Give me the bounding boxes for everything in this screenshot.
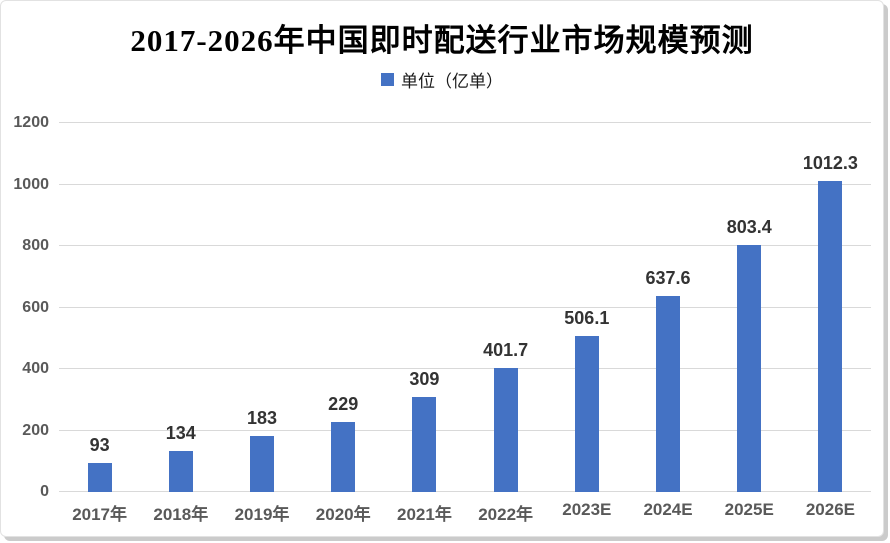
bar (331, 421, 356, 492)
value-label: 93 (89, 435, 110, 456)
bar-slot: 1012.3 (790, 123, 871, 492)
y-tick-label: 800 (22, 237, 49, 254)
bar (656, 295, 681, 492)
gridline (59, 429, 871, 431)
x-tick-label: 2023E (562, 500, 612, 519)
value-label: 134 (165, 422, 196, 443)
chart-legend: 单位（亿单） (1, 67, 883, 92)
bar (818, 180, 843, 492)
value-label: 183 (246, 407, 278, 428)
bar (168, 450, 193, 492)
bar (574, 336, 599, 492)
x-tick-label: 2021年 (397, 505, 452, 524)
x-axis: 2017年 2018年 2019年 2020年 2021年 2022年 2023E 2024E… (59, 500, 871, 525)
bars-row: 93 134 183 229 309 401.7 506.1 637.6 803.4 1012.3 (59, 123, 871, 492)
legend-label: 单位（亿单） (401, 72, 503, 91)
legend-swatch-icon (381, 73, 394, 86)
value-label: 637.6 (645, 267, 691, 288)
gridline (59, 245, 871, 246)
value-label: 401.7 (483, 340, 529, 361)
x-tick-label: 2020年 (315, 505, 371, 524)
x-tick-label: 2022年 (478, 505, 534, 524)
x-tick-label: 2019年 (234, 505, 290, 524)
bar-slot: 93 (59, 123, 140, 492)
y-tick-label: 400 (22, 360, 49, 377)
y-tick-label: 600 (22, 298, 49, 316)
value-label: 1012.3 (802, 152, 858, 173)
y-tick-label: 1200 (13, 114, 49, 131)
bar-slot: 401.7 (465, 123, 546, 492)
value-label: 506.1 (564, 308, 610, 329)
y-axis: 0 200 400 600 800 1000 1200 (1, 115, 49, 500)
value-label: 803.4 (726, 216, 772, 237)
gridline (59, 183, 871, 185)
gridline (59, 491, 871, 492)
x-tick-label: 2024E (643, 500, 693, 519)
bar (87, 463, 112, 492)
gridline (59, 368, 871, 369)
bar (493, 368, 518, 492)
x-tick-label: 2017年 (72, 505, 128, 524)
bar (250, 435, 274, 492)
plot-area: 93 134 183 229 309 401.7 506.1 637.6 803.4 1012.3 (59, 122, 871, 492)
bar-slot: 309 (384, 123, 465, 492)
bar-slot: 183 (221, 123, 302, 492)
bar-slot: 637.6 (627, 123, 708, 492)
bar-slot: 506.1 (546, 123, 627, 492)
value-label: 309 (409, 368, 440, 389)
value-label: 229 (328, 393, 359, 414)
y-tick-label: 1000 (13, 175, 49, 193)
x-tick-label: 2026E (805, 500, 856, 519)
bar (412, 396, 437, 492)
bar-slot: 229 (303, 123, 384, 492)
gridline (59, 306, 871, 308)
y-tick-label: 0 (40, 483, 49, 500)
bar-slot: 803.4 (709, 123, 790, 492)
bar (737, 244, 762, 492)
y-tick-label: 200 (22, 421, 49, 439)
bar-slot: 134 (140, 123, 221, 492)
gridline (59, 122, 871, 123)
chart-title: 2017-2026年中国即时配送行业市场规模预测 (130, 23, 754, 58)
x-tick-label: 2025E (724, 500, 774, 519)
x-tick-label: 2018年 (153, 505, 209, 524)
